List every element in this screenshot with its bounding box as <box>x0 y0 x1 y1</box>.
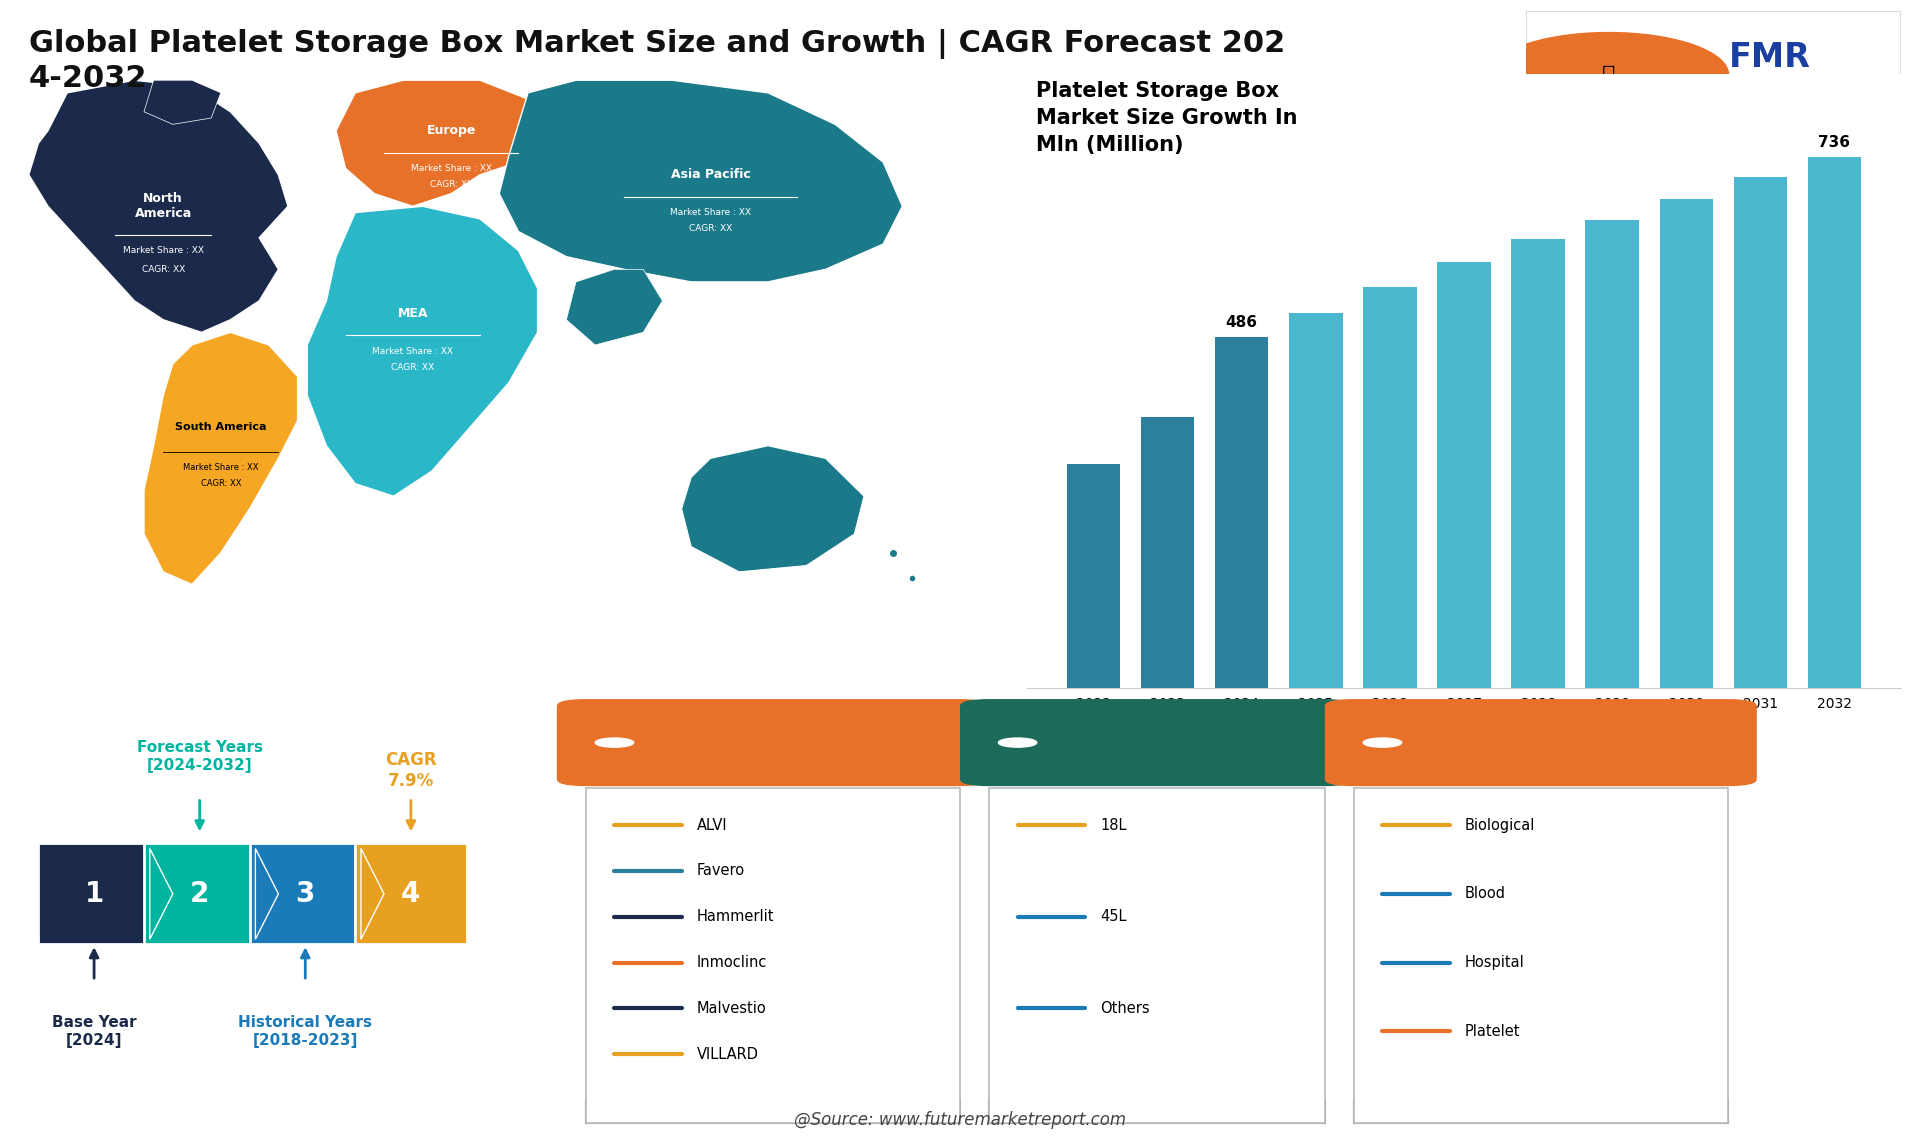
Circle shape <box>1490 32 1728 117</box>
Bar <box>1511 240 1565 688</box>
FancyBboxPatch shape <box>1354 788 1728 1123</box>
Text: 3: 3 <box>296 880 315 908</box>
FancyBboxPatch shape <box>1526 11 1901 143</box>
Bar <box>1363 288 1417 688</box>
Text: By application: By application <box>1496 735 1617 751</box>
Text: CAGR: XX: CAGR: XX <box>392 362 434 371</box>
Text: VILLARD: VILLARD <box>697 1046 758 1062</box>
Polygon shape <box>150 848 173 940</box>
Text: @Source: www.futuremarketreport.com: @Source: www.futuremarketreport.com <box>795 1110 1125 1129</box>
Text: 736: 736 <box>1818 134 1851 149</box>
Bar <box>1215 337 1269 688</box>
Text: North
America: North America <box>134 193 192 220</box>
Bar <box>1809 157 1860 688</box>
Text: 1: 1 <box>84 880 104 908</box>
Text: 45L: 45L <box>1100 909 1127 925</box>
Text: CAGR
7.9%: CAGR 7.9% <box>386 751 436 790</box>
Text: Market Share : XX: Market Share : XX <box>372 347 453 355</box>
Text: Platelet Storage Box
Market Size Growth In
Mln (Million): Platelet Storage Box Market Size Growth … <box>1037 80 1298 155</box>
Text: Market Share : XX: Market Share : XX <box>182 463 259 472</box>
Text: South America: South America <box>175 422 267 432</box>
Bar <box>1068 464 1119 688</box>
Text: CAGR: XX: CAGR: XX <box>200 479 242 488</box>
FancyBboxPatch shape <box>1325 699 1757 786</box>
Circle shape <box>595 738 634 747</box>
Bar <box>1288 313 1342 688</box>
Bar <box>1659 198 1713 688</box>
Polygon shape <box>361 848 384 940</box>
Text: CAGR: XX: CAGR: XX <box>142 265 184 274</box>
Polygon shape <box>682 446 864 572</box>
Text: Blood: Blood <box>1465 886 1505 902</box>
Polygon shape <box>144 80 221 124</box>
Text: CAGR: XX: CAGR: XX <box>430 180 472 189</box>
Text: Biological: Biological <box>1465 817 1536 833</box>
Text: Favero: Favero <box>697 863 745 879</box>
Circle shape <box>998 738 1037 747</box>
Text: Global Platelet Storage Box Market Size and Growth | CAGR Forecast 202
4-2032: Global Platelet Storage Box Market Size … <box>29 29 1284 94</box>
Polygon shape <box>144 332 298 584</box>
Text: Hammerlit: Hammerlit <box>697 909 774 925</box>
FancyBboxPatch shape <box>38 843 150 944</box>
Text: Market Share : XX: Market Share : XX <box>411 164 492 173</box>
Polygon shape <box>336 80 547 206</box>
Text: Historical Years
[2018-2023]: Historical Years [2018-2023] <box>238 1014 372 1049</box>
Bar <box>1586 220 1640 688</box>
Text: ALVI: ALVI <box>697 817 728 833</box>
Text: 486: 486 <box>1225 315 1258 330</box>
Bar <box>1140 417 1194 688</box>
Text: MEA: MEA <box>397 307 428 320</box>
FancyBboxPatch shape <box>355 843 467 944</box>
FancyBboxPatch shape <box>960 699 1354 786</box>
Polygon shape <box>29 80 288 332</box>
Text: Others: Others <box>1100 1000 1150 1017</box>
FancyBboxPatch shape <box>250 843 361 944</box>
Text: Market Share : XX: Market Share : XX <box>670 209 751 217</box>
Bar <box>1438 262 1490 688</box>
FancyBboxPatch shape <box>989 788 1325 1123</box>
Text: FUTURE MARKET REPORT: FUTURE MARKET REPORT <box>1722 102 1818 111</box>
Text: 18L: 18L <box>1100 817 1127 833</box>
Text: By type: By type <box>1139 735 1206 751</box>
Text: Europe: Europe <box>426 124 476 138</box>
Text: Base Year
[2024]: Base Year [2024] <box>52 1014 136 1049</box>
Text: Market players: Market players <box>724 735 852 751</box>
FancyBboxPatch shape <box>586 788 960 1123</box>
Text: FMR: FMR <box>1728 41 1811 74</box>
Text: CAGR: XX: CAGR: XX <box>689 223 732 233</box>
Polygon shape <box>307 206 538 496</box>
Text: 🔭: 🔭 <box>1601 64 1615 85</box>
Bar <box>1734 176 1788 688</box>
Text: Inmoclinc: Inmoclinc <box>697 955 768 971</box>
Text: Market Share : XX: Market Share : XX <box>123 246 204 254</box>
Text: Malvestio: Malvestio <box>697 1000 766 1017</box>
Text: Asia Pacific: Asia Pacific <box>670 168 751 181</box>
Polygon shape <box>255 848 278 940</box>
Text: 4: 4 <box>401 880 420 908</box>
Text: Forecast Years
[2024-2032]: Forecast Years [2024-2032] <box>136 739 263 774</box>
Circle shape <box>1363 738 1402 747</box>
Polygon shape <box>566 269 662 345</box>
Text: Platelet: Platelet <box>1465 1023 1521 1039</box>
FancyBboxPatch shape <box>144 843 255 944</box>
Polygon shape <box>499 80 902 282</box>
Text: Hospital: Hospital <box>1465 955 1524 971</box>
FancyBboxPatch shape <box>557 699 989 786</box>
Text: 2: 2 <box>190 880 209 908</box>
